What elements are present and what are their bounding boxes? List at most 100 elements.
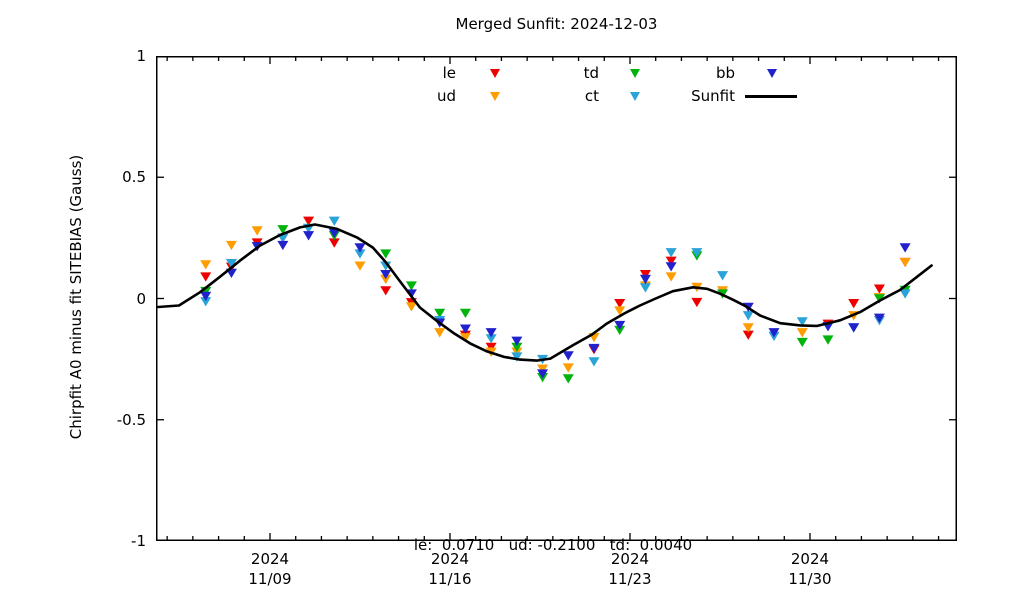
data-point-le [303, 216, 315, 226]
data-point-bb [459, 324, 471, 334]
legend-sunfit-line-sample [745, 95, 797, 98]
data-point-td [822, 335, 834, 345]
legend-marker-td-triangle-down-icon [629, 69, 640, 78]
data-point-td [873, 294, 885, 304]
data-point-le [848, 299, 860, 309]
legend-label-sunfit: Sunfit [691, 87, 735, 105]
fit-stats: le: 0.0710 ud: -0.2100 td: 0.0040 ct: -0… [412, 478, 694, 600]
sunfit-curve [156, 223, 933, 362]
data-point-bb [768, 328, 780, 338]
data-point-ud [614, 306, 626, 316]
y-tick-label: 1 [136, 47, 146, 65]
data-point-ct [665, 248, 677, 258]
chart-title: Merged Sunfit: 2024-12-03 [455, 15, 658, 33]
legend-label-ud: ud [436, 87, 456, 105]
data-point-td [380, 249, 392, 259]
data-point-ud [742, 323, 754, 333]
data-point-bb [537, 369, 549, 379]
plot-border [156, 56, 957, 541]
data-point-bb [485, 328, 497, 338]
data-point-ct [328, 216, 340, 226]
legend-label-ct: ct [584, 87, 599, 105]
data-point-bb [562, 351, 574, 361]
legend-label-bb: bb [715, 64, 735, 82]
x-tick-label-year: 2024 [430, 550, 470, 568]
data-point-td [405, 281, 417, 291]
x-tick-label: 2024 11/30 [762, 549, 858, 589]
data-point-ud [251, 226, 263, 236]
data-point-td [434, 308, 446, 319]
data-point-bb [354, 243, 366, 253]
data-point-ud [796, 328, 808, 338]
data-point-le [485, 342, 497, 352]
x-tick-label-year: 2024 [790, 550, 830, 568]
data-point-ud [511, 347, 523, 357]
data-point-ct [225, 259, 237, 269]
data-point-ct [796, 317, 808, 327]
data-point-ud [405, 302, 417, 312]
data-point-ud [200, 260, 212, 270]
x-tick-label: 2024 11/23 [582, 549, 678, 589]
data-point-ct [200, 297, 212, 307]
legend-marker-ud-triangle-down-icon [489, 92, 500, 101]
data-point-le [328, 238, 340, 248]
data-point-ud [225, 240, 237, 251]
legend-label-td: td [583, 64, 599, 82]
data-point-bb [588, 343, 600, 354]
data-point-le [665, 256, 677, 266]
data-point-bb [848, 323, 860, 333]
data-point-bb [665, 262, 677, 272]
data-point-ud [537, 364, 549, 374]
data-point-ct [639, 283, 651, 293]
legend-label-le: le [442, 64, 456, 82]
data-point-le [200, 272, 212, 282]
data-point-bb [639, 274, 651, 285]
data-point-ud [354, 261, 366, 271]
data-point-bb [380, 269, 392, 280]
x-tick-label-year: 2024 [250, 550, 290, 568]
data-point-le [742, 330, 754, 340]
y-tick-label: -0.5 [116, 410, 146, 429]
data-point-td [277, 225, 289, 235]
x-tick-label-year: 2024 [610, 550, 650, 568]
data-point-ct [691, 248, 703, 258]
data-point-le [873, 284, 885, 294]
data-point-ud [562, 363, 574, 373]
data-point-bb [200, 291, 212, 302]
data-point-ct [899, 289, 911, 299]
plot-area [156, 56, 957, 541]
data-point-td [614, 325, 626, 336]
y-tick-label: 0.5 [122, 168, 146, 187]
data-point-bb [899, 243, 911, 253]
data-point-le [639, 269, 651, 280]
data-point-ct [354, 249, 366, 259]
data-point-ct [511, 352, 523, 362]
data-point-ct [485, 334, 497, 344]
data-point-ud [380, 274, 392, 285]
data-point-ct [588, 357, 600, 367]
x-tick-label-date: 11/16 [428, 570, 472, 588]
legend-marker-ct-triangle-down-icon [629, 92, 640, 101]
data-point-ud [459, 333, 471, 343]
x-tick-label: 2024 11/16 [402, 549, 498, 589]
data-point-ct [717, 271, 729, 281]
data-point-bb [277, 240, 289, 251]
data-point-ud [899, 257, 911, 268]
data-point-td [459, 308, 471, 319]
data-point-bb [873, 313, 885, 323]
data-point-le [614, 299, 626, 309]
data-point-ud [434, 328, 446, 338]
data-point-bb [303, 231, 315, 241]
y-tick-label: 0 [136, 289, 146, 308]
data-point-td [562, 374, 574, 384]
data-point-le [691, 297, 703, 308]
data-point-ct [742, 311, 754, 321]
y-tick-label: -1 [131, 532, 146, 550]
data-point-bb [614, 320, 626, 331]
data-point-bb [328, 228, 340, 239]
legend-marker-bb-triangle-down-icon [766, 69, 777, 78]
data-point-le [380, 286, 392, 296]
data-point-bb [511, 336, 523, 346]
x-tick-label-date: 11/30 [788, 570, 832, 588]
